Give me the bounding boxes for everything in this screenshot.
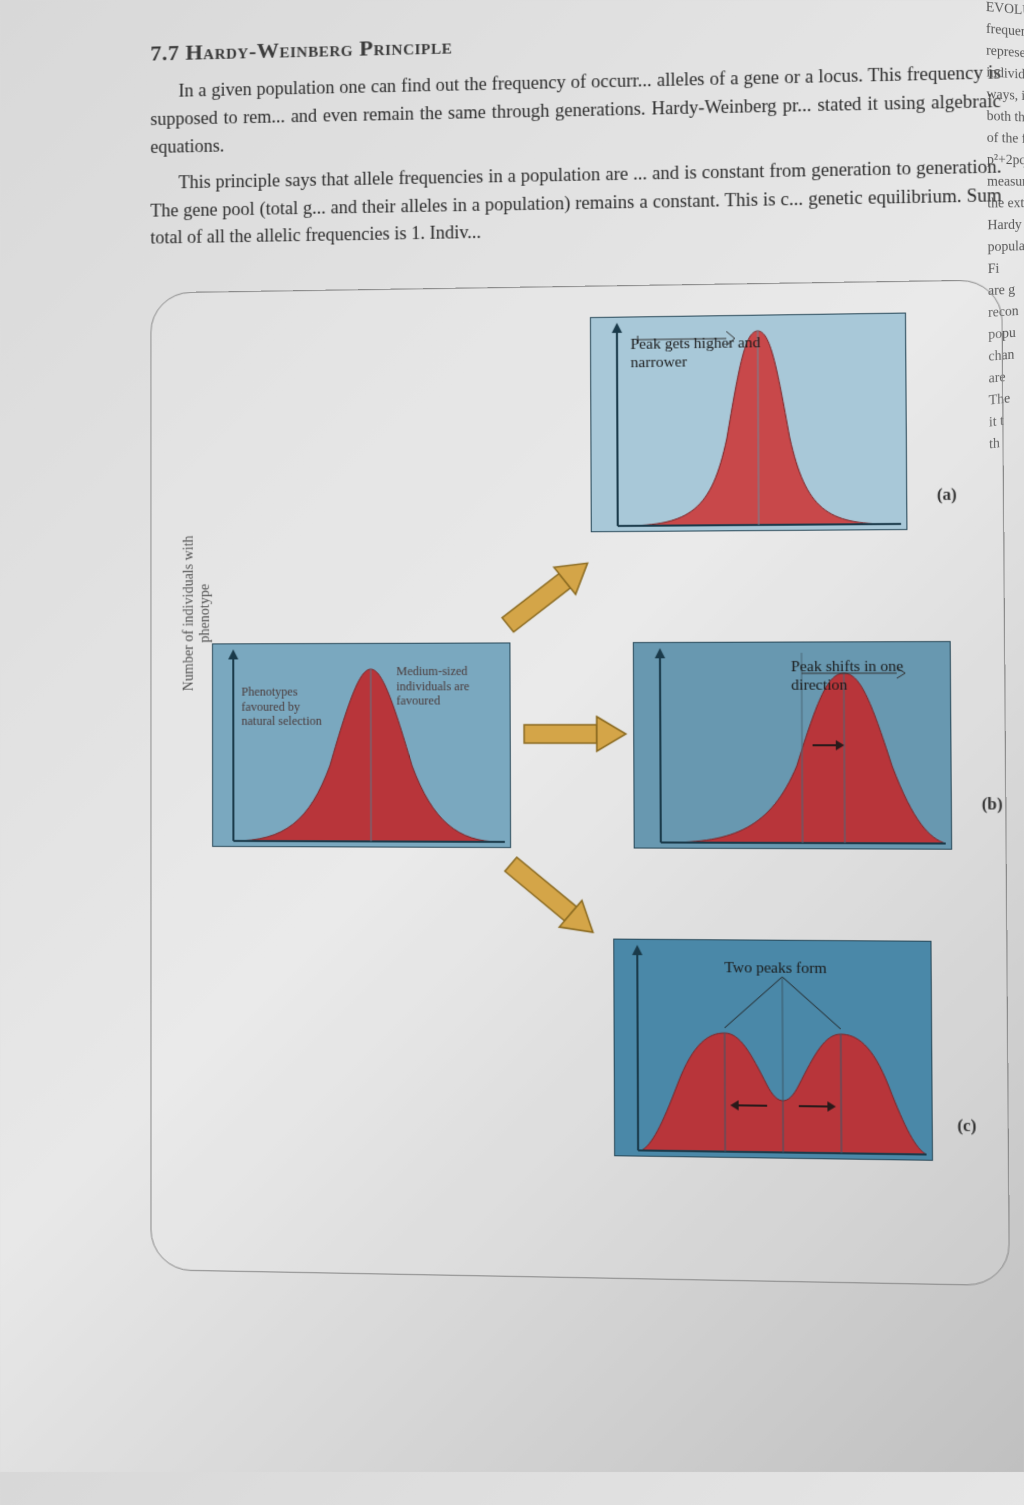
source-annot-1: Phenotypes favoured by natural selection [241,685,322,729]
arrow-to-c [478,836,624,959]
chart-a: Peak gets higher and narrower [590,313,908,533]
section-heading: 7.7 Hardy-Weinberg Principle [150,20,1000,66]
source-annot-2: Medium-sized individuals are favoured [396,664,499,708]
chart-a-label: Peak gets higher and narrower [630,334,766,372]
arrow-to-b [514,709,639,760]
textbook-page: 7.7 Hardy-Weinberg Principle In a given … [0,0,1024,1504]
chart-b: Peak shifts in one direction [633,641,952,850]
chart-c-label: Two peaks form [724,959,872,979]
label-a: (a) [937,487,957,506]
chart-source: Phenotypes favoured by natural selection… [212,643,511,849]
chart-c: Two peaks form [613,939,933,1161]
figure-container: Number of individuals with phenotype Phe… [150,280,1010,1287]
section-number: 7.7 [150,40,179,66]
label-c: (c) [957,1118,976,1137]
arrow-to-a [477,541,612,653]
label-b: (b) [982,796,1003,815]
section-title: Hardy-Weinberg Principle [185,33,452,64]
paragraph-1: In a given population one can find out t… [150,59,1001,162]
y-axis-label: Number of individuals with phenotype [182,513,214,714]
chart-b-label: Peak shifts in one direction [791,658,929,695]
paragraph-2: This principle says that allele frequenc… [150,153,1002,253]
